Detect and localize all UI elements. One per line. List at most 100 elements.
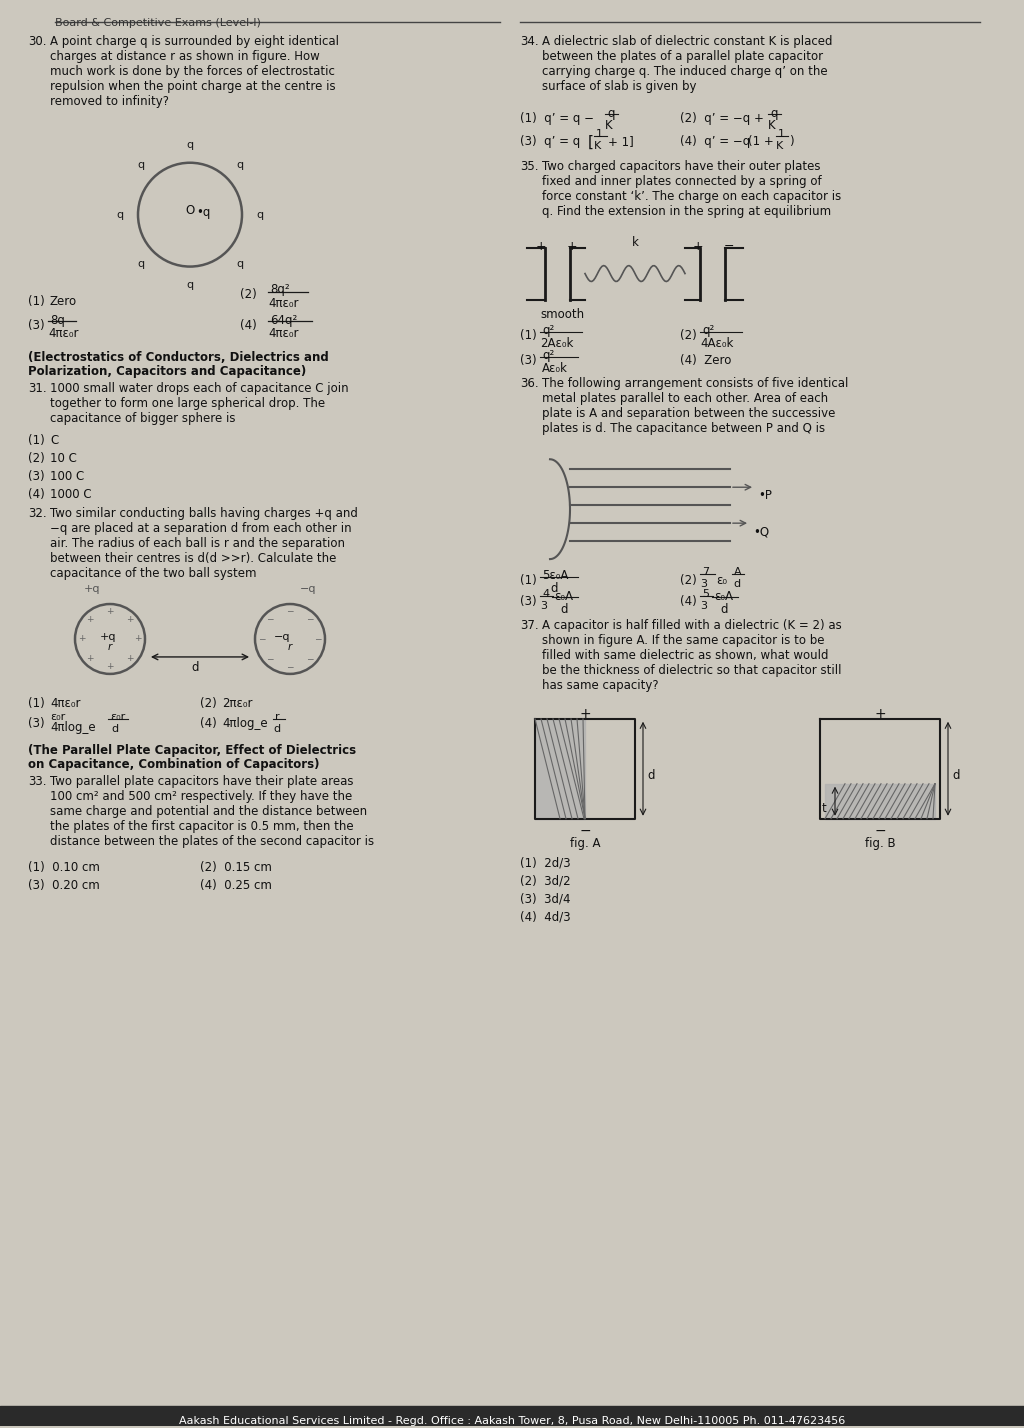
Text: (2): (2) [680,330,696,343]
Text: A capacitor is half filled with a dielectric (K = 2) as
shown in figure A. If th: A capacitor is half filled with a dielec… [542,618,842,693]
Text: (4): (4) [200,717,217,730]
Text: +: + [566,240,578,253]
Text: •P: •P [758,490,772,503]
Text: q: q [117,210,124,220]
Text: (1): (1) [28,294,45,307]
Text: d: d [273,724,281,734]
Text: +: + [86,654,94,663]
Text: A: A [734,567,741,577]
Text: t: t [822,801,826,815]
Text: (3)  0.20 cm: (3) 0.20 cm [28,878,99,891]
Text: d: d [560,603,567,615]
Text: −: − [287,663,294,671]
Text: q²: q² [542,350,554,363]
Text: (1)  0.10 cm: (1) 0.10 cm [28,861,100,874]
Text: Two charged capacitors have their outer plates
fixed and inner plates connected : Two charged capacitors have their outer … [542,160,842,217]
Text: q: q [137,258,144,268]
Text: on Capacitance, Combination of Capacitors): on Capacitance, Combination of Capacitor… [28,758,319,771]
Text: d: d [647,768,654,781]
Text: Board & Competitive Exams (Level-I): Board & Competitive Exams (Level-I) [55,19,261,29]
Text: 34.: 34. [520,34,539,49]
Text: ε₀A: ε₀A [714,590,733,603]
Text: −q: −q [300,584,316,594]
Text: 1000 C: 1000 C [50,488,91,501]
Text: fig. B: fig. B [864,837,895,850]
Text: 4πlog_e: 4πlog_e [50,721,95,734]
Text: −: − [314,634,322,644]
Text: q: q [770,107,777,120]
Text: K: K [776,141,783,151]
Text: (2)  q’ = −q +: (2) q’ = −q + [680,111,764,124]
Text: 35.: 35. [520,160,539,173]
Text: +: + [78,634,86,644]
Text: ε₀: ε₀ [716,574,727,587]
Text: O: O [185,204,195,217]
Text: (3): (3) [28,717,45,730]
Text: (4)  Zero: (4) Zero [680,354,731,367]
Text: 5: 5 [702,588,709,600]
Text: (1): (1) [520,330,537,343]
Text: [: [ [588,134,594,150]
Text: 2πε₀r: 2πε₀r [222,697,253,710]
Text: q: q [236,258,243,268]
Text: K: K [594,141,601,151]
Text: A point charge q is surrounded by eight identical
charges at distance r as shown: A point charge q is surrounded by eight … [50,34,339,109]
Text: 4Aε₀k: 4Aε₀k [700,337,733,350]
Text: (4): (4) [240,320,257,333]
Text: Aakash Educational Services Limited - Regd. Office : Aakash Tower, 8, Pusa Road,: Aakash Educational Services Limited - Re… [179,1415,845,1425]
Text: •Q: •Q [753,526,769,538]
Text: +q: +q [99,633,117,643]
Text: +: + [126,654,133,663]
Text: 1: 1 [778,129,785,139]
Text: k: k [632,236,638,248]
Text: +: + [692,240,703,253]
Text: 3: 3 [540,601,547,611]
Text: 30.: 30. [28,34,46,49]
Text: 37.: 37. [520,618,539,633]
Text: K: K [605,119,612,131]
Text: 8q: 8q [50,314,65,327]
Text: (1)  q’ = q −: (1) q’ = q − [520,111,594,124]
Text: 5ε₀A: 5ε₀A [542,570,568,583]
Text: 4πε₀r: 4πε₀r [48,327,79,340]
Text: +: + [106,663,114,671]
Text: (3): (3) [28,470,45,483]
Text: +: + [874,707,886,721]
Text: Polarization, Capacitors and Capacitance): Polarization, Capacitors and Capacitance… [28,366,306,378]
Text: q: q [607,107,614,120]
Text: (1): (1) [520,574,537,587]
Text: 3: 3 [700,580,707,590]
Text: 1: 1 [596,129,603,139]
Text: +: + [86,614,94,624]
Text: q²: q² [702,324,715,337]
Text: q: q [186,140,194,150]
Text: (1): (1) [28,434,45,447]
Text: −: − [306,614,313,624]
Text: (4): (4) [680,595,696,608]
Text: 64q²: 64q² [270,314,297,327]
Text: d: d [191,661,199,674]
Text: (3)  q’ = q: (3) q’ = q [520,134,581,147]
Text: 3: 3 [700,601,707,611]
Text: (4)  4d/3: (4) 4d/3 [520,911,570,924]
Text: ): ) [790,134,794,147]
Text: (4): (4) [28,488,45,501]
Text: (2): (2) [200,697,217,710]
Text: ε₀r: ε₀r [50,711,66,721]
Text: +q: +q [84,584,100,594]
Text: 4: 4 [542,588,549,600]
Text: (1 +: (1 + [748,134,774,147]
Text: −: − [266,614,274,624]
Text: r: r [108,643,112,653]
Text: q: q [256,210,263,220]
Text: (3)  3d/4: (3) 3d/4 [520,892,570,905]
Text: q²: q² [542,324,554,337]
Text: +: + [134,634,141,644]
Text: 32.: 32. [28,507,47,520]
Text: ε₀A: ε₀A [554,590,573,603]
Text: 4πε₀r: 4πε₀r [268,297,299,310]
Text: −: − [287,607,294,615]
Text: Two similar conducting balls having charges +q and
−q are placed at a separation: Two similar conducting balls having char… [50,507,357,580]
Text: +: + [580,707,591,721]
Text: (3): (3) [520,354,537,367]
